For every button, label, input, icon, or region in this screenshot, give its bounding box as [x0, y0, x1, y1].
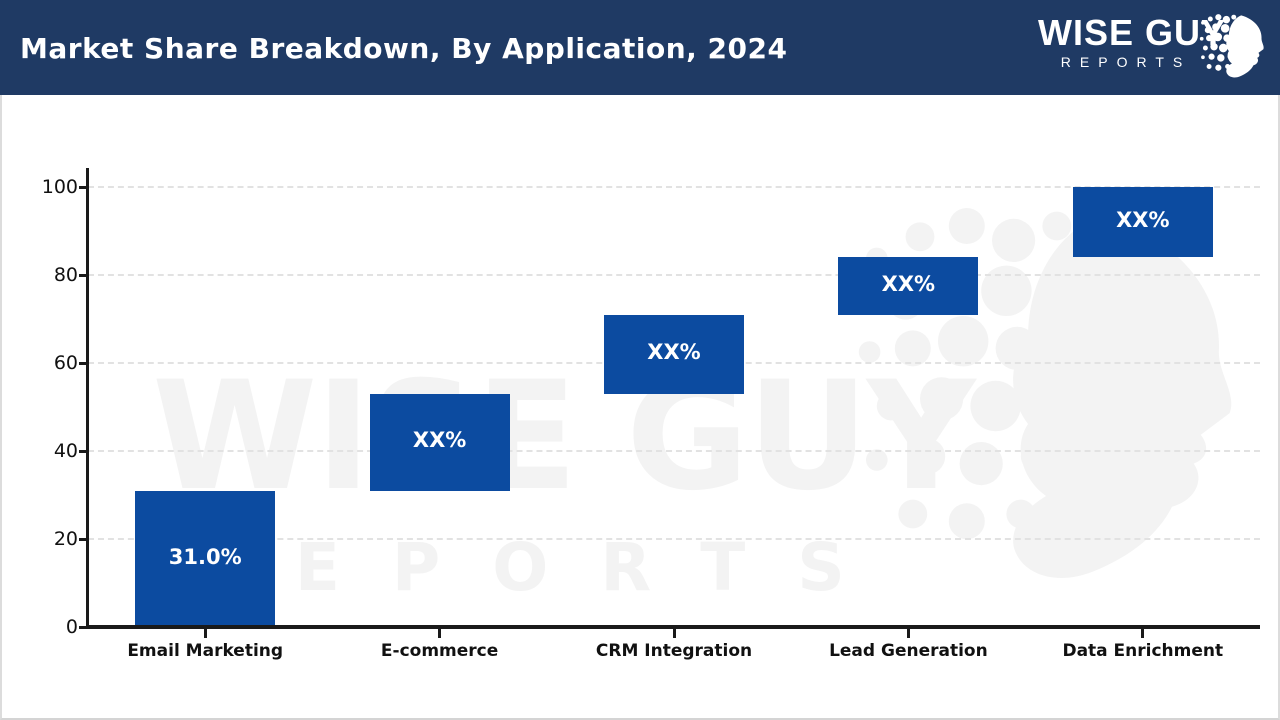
x-axis-label: E-commerce — [380, 641, 499, 661]
gridline-100 — [88, 186, 1260, 188]
x-tick-mark — [203, 629, 207, 638]
y-tick-mark — [79, 537, 88, 541]
bar-email-marketing — [135, 490, 276, 627]
gridline-80 — [88, 274, 1260, 276]
wiseguy-logo: WISE GUY REPORTS — [1038, 12, 1227, 71]
y-tick-label: 60 — [53, 352, 78, 374]
x-tick-mark — [438, 629, 442, 638]
bar-value-label: 31.0% — [168, 544, 242, 569]
y-tick-label: 20 — [53, 528, 78, 550]
x-axis-label: Email Marketing — [127, 641, 284, 661]
y-tick-mark — [79, 185, 88, 189]
bar-e-commerce — [369, 393, 510, 491]
gridline-40 — [88, 450, 1260, 452]
bar-data-enrichment — [1072, 187, 1213, 258]
y-axis-line — [86, 168, 89, 629]
dotted-head-icon — [1198, 5, 1272, 91]
gridline-20 — [88, 538, 1260, 540]
bar-crm-integration — [604, 314, 744, 394]
x-axis-label: CRM Integration — [595, 641, 753, 661]
y-tick-label: 100 — [41, 176, 78, 198]
watermark-subtitle: REPORTS — [192, 529, 897, 606]
logo-subtitle: REPORTS — [1060, 54, 1192, 70]
bar-lead-generation — [838, 257, 979, 315]
y-tick-mark — [79, 273, 88, 277]
bar-value-label: XX% — [1116, 208, 1170, 233]
y-tick-mark — [79, 625, 88, 629]
bar-value-label: XX% — [647, 340, 701, 365]
bar-value-label: XX% — [881, 272, 936, 296]
header-bar: Market Share Breakdown, By Application, … — [0, 0, 1280, 95]
watermark-head-graphic — [848, 208, 1280, 604]
y-tick-mark — [79, 361, 88, 365]
x-axis-line — [86, 625, 1260, 629]
x-tick-mark — [672, 629, 676, 638]
x-tick-mark — [1141, 629, 1145, 638]
logo-wordmark: WISE GUY — [1038, 12, 1227, 53]
x-axis-label: Data Enrichment — [1062, 641, 1224, 661]
bar-value-label: XX% — [412, 428, 467, 453]
y-tick-label: 40 — [53, 440, 78, 462]
page-title: Market Share Breakdown, By Application, … — [20, 32, 788, 65]
y-tick-label: 80 — [53, 264, 78, 286]
x-tick-mark — [906, 629, 910, 638]
x-axis-label: Lead Generation — [829, 641, 988, 661]
y-tick-label: 0 — [65, 616, 78, 638]
watermark-wordmark: WISE GUY — [152, 350, 976, 524]
y-tick-mark — [79, 449, 88, 453]
